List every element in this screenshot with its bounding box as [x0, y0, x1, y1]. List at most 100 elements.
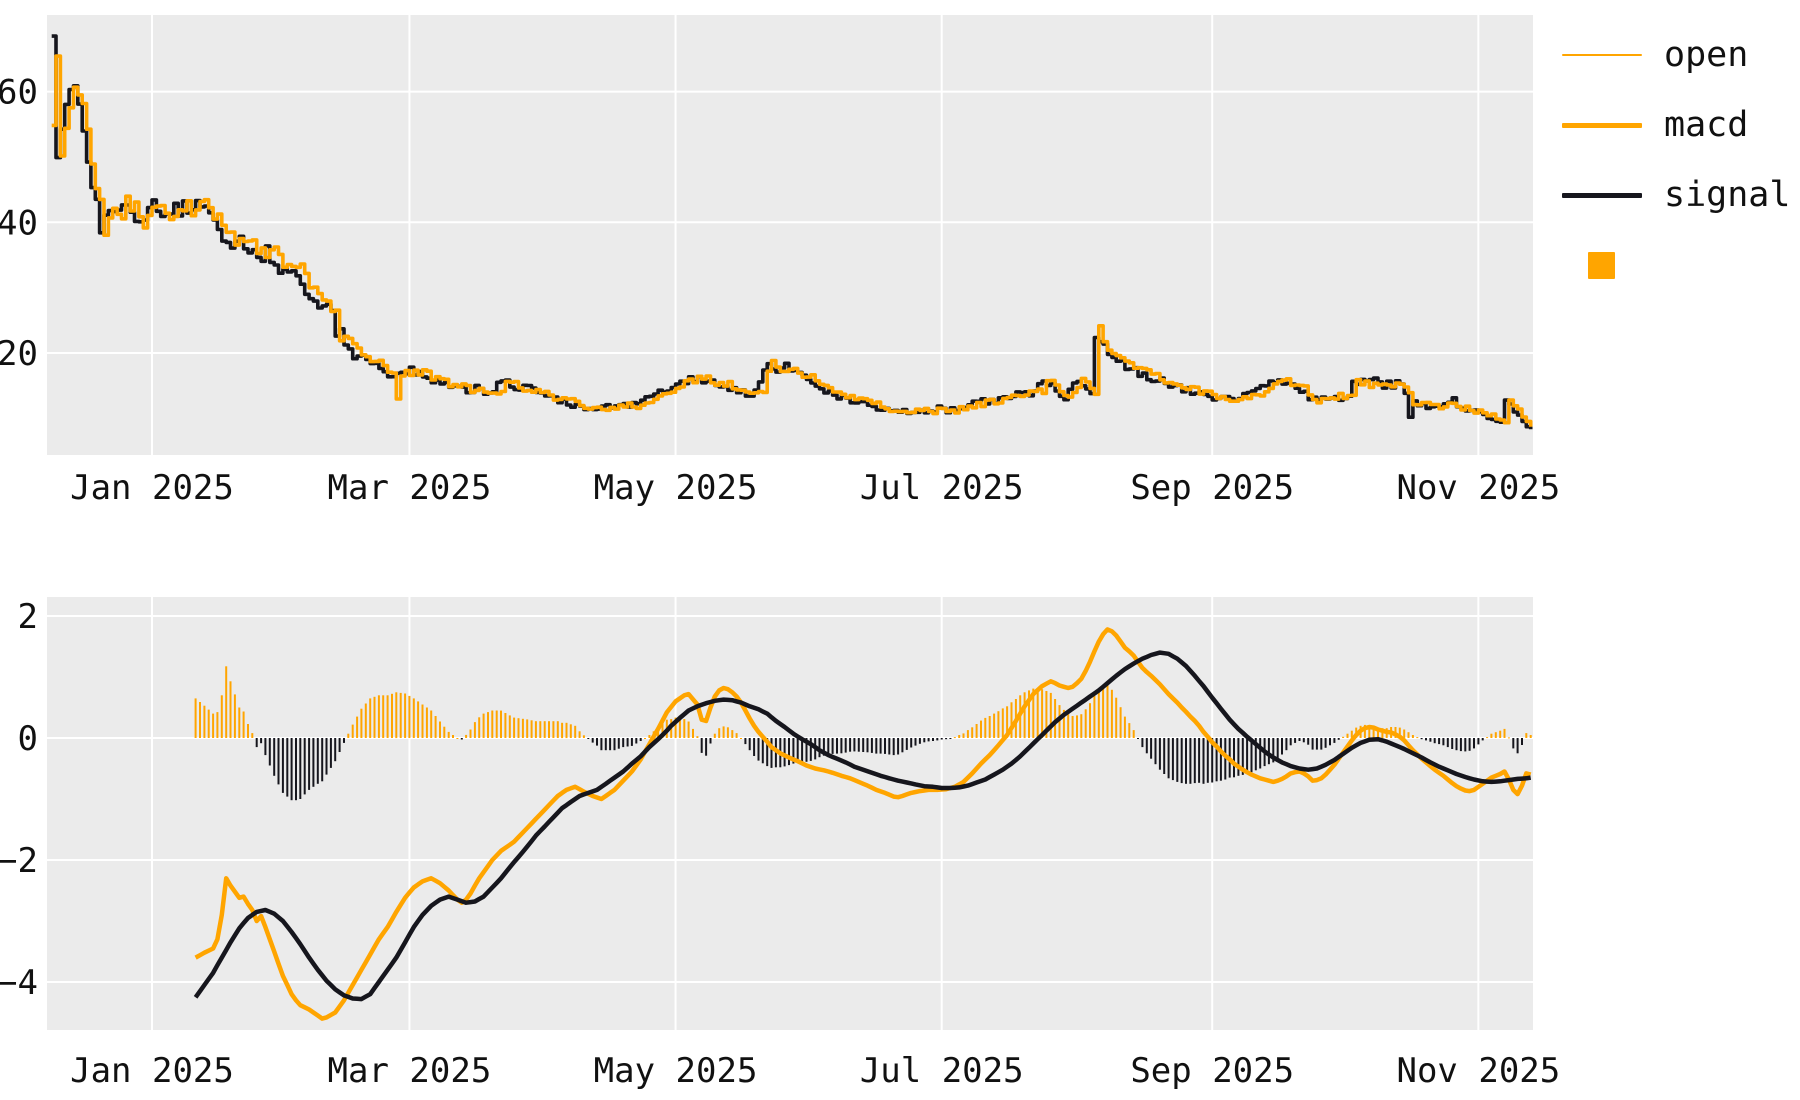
hist-bar-positive — [1071, 716, 1074, 738]
hist-bar-positive — [465, 734, 468, 738]
hist-bar-negative — [630, 738, 633, 746]
hist-bar-negative — [1211, 738, 1214, 783]
hist-bar-negative — [761, 738, 764, 764]
hist-bar-negative — [1438, 738, 1441, 745]
x-tick-label: Jul 2025 — [860, 468, 1024, 508]
hist-bar-positive — [687, 721, 690, 738]
hist-bar-positive — [199, 702, 201, 738]
hist-bar-negative — [857, 738, 860, 752]
hist-bar-positive — [399, 692, 402, 738]
hist-bar-positive — [984, 717, 987, 738]
hist-bar-positive — [347, 733, 350, 738]
hist-bar-positive — [1036, 688, 1039, 738]
hist-bar-positive — [220, 695, 223, 738]
hist-bar-positive — [1106, 684, 1109, 738]
hist-bar-positive — [574, 725, 577, 738]
hist-bar-positive — [242, 711, 245, 738]
hist-bar-negative — [831, 738, 834, 754]
hist-bar-positive — [980, 720, 982, 738]
hist-bar-positive — [1346, 733, 1349, 738]
hist-bar-positive — [578, 731, 581, 738]
hist-bar-positive — [491, 710, 494, 738]
hist-bar-positive — [386, 695, 389, 738]
hist-bar-negative — [1521, 738, 1523, 745]
hist-bar-positive — [1001, 708, 1004, 738]
hist-bar-positive — [1363, 724, 1366, 738]
hist-bar-negative — [1189, 738, 1192, 784]
hist-bar-negative — [1512, 738, 1515, 749]
legend-item-signal: signal — [1562, 166, 1800, 224]
hist-bar-negative — [325, 738, 328, 775]
hist-bar-negative — [1442, 738, 1445, 746]
hist-bar-negative — [321, 738, 324, 782]
hist-bar-positive — [1411, 735, 1414, 738]
hist-bar-negative — [626, 738, 629, 747]
plot-price: 20 40 60 Jan 2025 Mar 2025 May 2025 Jul 2025 Se… — [0, 15, 1560, 508]
hist-bar-positive — [364, 703, 367, 738]
hist-bar-negative — [1425, 738, 1427, 741]
hist-bar-positive — [417, 701, 420, 738]
hist-bar-positive — [247, 724, 249, 738]
hist-bar-positive — [1342, 736, 1345, 738]
hist-bar-positive — [1381, 728, 1384, 738]
hist-bar-positive — [556, 721, 559, 738]
hist-bar-negative — [639, 738, 642, 741]
hist-bar-negative — [923, 738, 926, 743]
hist-bar-positive — [473, 722, 476, 738]
hist-bar-negative — [1451, 738, 1454, 749]
hist-bar-negative — [268, 738, 271, 766]
hist-bar-negative — [1468, 738, 1471, 751]
hist-bar-positive — [412, 698, 415, 738]
hist-bar-negative — [805, 738, 808, 762]
hist-bar-negative — [932, 738, 934, 741]
chart-legend: open macd signal — [1562, 26, 1800, 306]
hist-bar-negative — [1307, 738, 1310, 745]
hist-bar-negative — [1180, 738, 1183, 784]
legend-label-macd: macd — [1664, 105, 1749, 145]
hist-bar-negative — [1137, 738, 1139, 739]
hist-bar-positive — [251, 733, 254, 738]
hist-bar-positive — [1494, 732, 1497, 738]
y-tick-label: 60 — [0, 73, 38, 113]
hist-bar-positive — [1032, 688, 1035, 738]
hist-bar-positive — [203, 705, 206, 738]
hist-bar-negative — [255, 738, 258, 748]
hist-bar-negative — [884, 738, 886, 754]
x-tick-label: Jan 2025 — [70, 1051, 234, 1091]
hist-bar-negative — [316, 738, 319, 784]
hist-bar-positive — [233, 694, 236, 738]
hist-bar-negative — [1455, 738, 1458, 751]
macd-line-icon — [1562, 122, 1642, 128]
hist-bar-negative — [264, 738, 267, 756]
hist-bar-negative — [1237, 738, 1240, 776]
hist-bar-positive — [508, 715, 511, 738]
x-tick-label: May 2025 — [594, 1051, 758, 1091]
hist-bar-negative — [1193, 738, 1196, 784]
hist-bar-positive — [447, 731, 450, 738]
hist-bar-positive — [561, 722, 564, 739]
hist-bar-positive — [962, 733, 965, 738]
hist-bar-negative — [460, 738, 463, 740]
hist-bar-negative — [757, 738, 760, 761]
hist-bar-positive — [225, 666, 228, 738]
hist-bar-positive — [674, 717, 677, 738]
hist-bar-positive — [1080, 714, 1083, 738]
hist-bar-positive — [718, 728, 721, 738]
hist-bar-negative — [312, 738, 315, 787]
hist-bar-positive — [1049, 692, 1052, 738]
hist-bar-positive — [404, 693, 407, 738]
hist-bar-positive — [500, 710, 502, 738]
hist-bar-negative — [1477, 738, 1480, 745]
hist-bar-positive — [661, 723, 664, 738]
hist-bar-negative — [604, 738, 607, 751]
y-tick-label: 20 — [0, 334, 38, 374]
hist-bar-negative — [1233, 738, 1235, 778]
hist-bar-negative — [290, 738, 293, 801]
hist-bar-positive — [696, 736, 699, 738]
hist-bar-positive — [513, 717, 516, 738]
hist-bar-negative — [914, 738, 917, 746]
hist-bar-positive — [1368, 725, 1371, 738]
hist-bar-negative — [949, 738, 952, 739]
hist-bar-negative — [260, 738, 263, 744]
